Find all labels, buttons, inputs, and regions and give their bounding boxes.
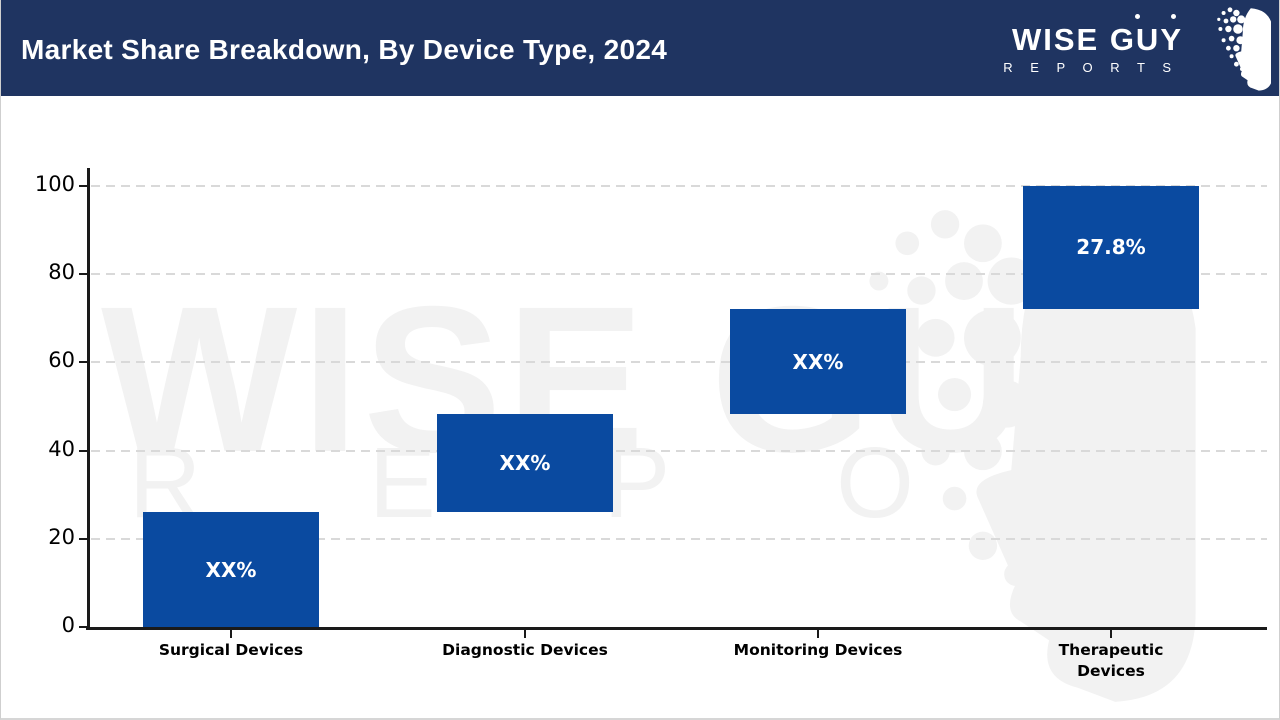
category-label-line: Monitoring Devices [733,641,903,659]
y-axis-tick [79,626,88,628]
bar: XX% [437,414,613,513]
category-label-line: Devices [1077,662,1145,680]
category-label-line: Therapeutic [1058,641,1164,659]
y-axis-line [87,168,90,630]
logo-dot [1171,14,1176,19]
bar-value-label: XX% [792,349,844,374]
category-label: Monitoring Devices [708,640,928,661]
gridline [91,273,1267,276]
bar-value-label: XX% [205,557,257,582]
x-axis-line [86,627,1267,630]
category-label: Diagnostic Devices [415,640,635,661]
x-axis-tick [524,630,526,638]
bar: XX% [143,512,319,627]
bar: XX% [730,308,906,415]
y-axis-tick [79,537,88,540]
y-axis-tick [79,361,88,364]
bar-value-label: 27.8% [1076,235,1146,260]
brand-name: WISE GUY [1011,22,1183,57]
category-label: Therapeutic Devices [1001,640,1221,682]
y-tick-label: 60 [48,348,75,373]
category-label-line: Diagnostic Devices [442,641,608,659]
y-axis-tick [79,449,88,452]
gridline [91,537,1267,540]
brand-sub: R E P O R T S [1003,60,1178,75]
y-axis-tick [79,273,88,276]
gridline [91,449,1267,452]
y-tick-label: 80 [48,260,75,285]
gridline [91,361,1267,364]
brand-logo: WISE GUY R E P O R T S [1003,0,1273,96]
gridline [91,185,1267,187]
bar-value-label: XX% [499,451,551,476]
logo-dot [1135,14,1140,19]
y-tick-label: 0 [61,613,75,637]
category-label: Surgical Devices [121,640,341,661]
x-axis-tick [230,630,232,638]
y-tick-label: 20 [48,524,75,549]
page-title: Market Share Breakdown, By Device Type, … [21,34,668,65]
y-axis-tick [79,185,88,187]
category-label-line: Surgical Devices [158,641,304,659]
x-axis-tick [817,630,819,638]
y-tick-label: 40 [48,436,75,461]
header-bar: Market Share Breakdown, By Device Type, … [1,0,1279,96]
bar: 27.8% [1023,186,1199,309]
y-tick-label: 100 [34,172,75,196]
x-axis-tick [1110,630,1112,638]
brand-head-icon [1217,7,1271,91]
